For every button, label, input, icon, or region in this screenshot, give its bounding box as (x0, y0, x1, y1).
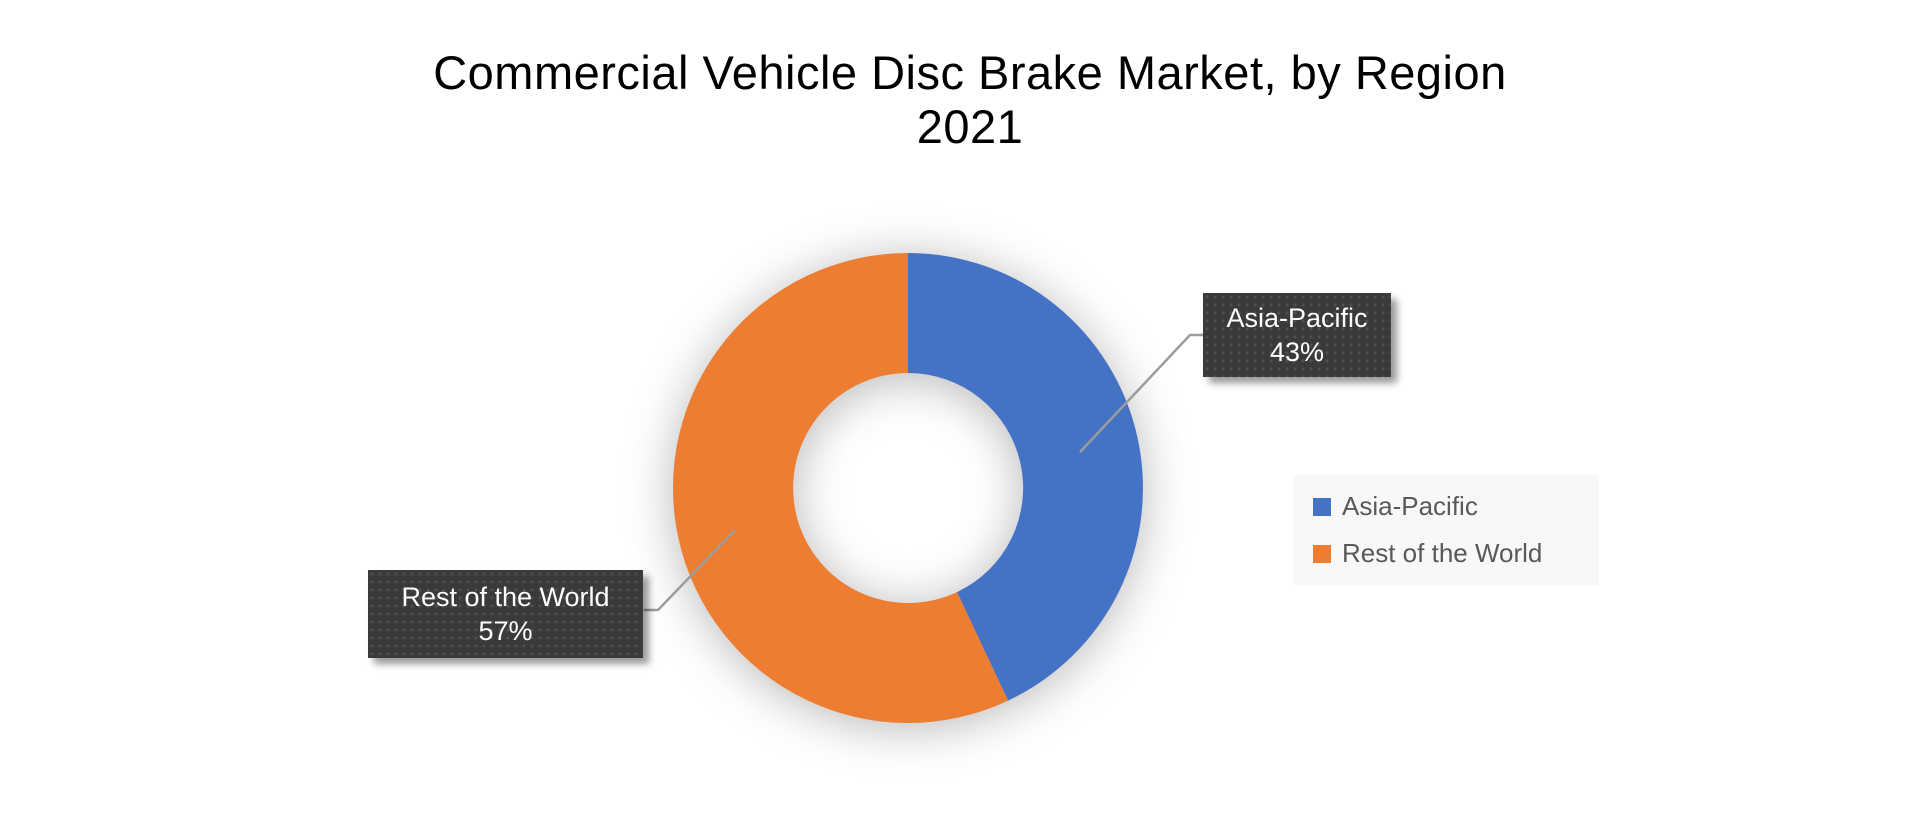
legend-swatch-rest-of-the-world (1313, 544, 1331, 563)
data-label-rest-of-the-world-value: 57% (478, 616, 533, 646)
legend-label-asia-pacific: Asia-Pacific (1342, 491, 1478, 521)
legend-item-rest-of-the-world: Rest of the World (1313, 538, 1599, 569)
data-label-asia-pacific-name: Asia-Pacific (1226, 303, 1368, 333)
donut-slices (672, 253, 1143, 723)
legend-label-rest-of-the-world: Rest of the World (1342, 538, 1543, 568)
donut-slice-asia-pacific (908, 253, 1143, 701)
chart-title: Commercial Vehicle Disc Brake Market, by… (20, 46, 1920, 154)
data-label-asia-pacific: Asia-Pacific 43% (1203, 293, 1391, 377)
data-label-asia-pacific-value: 43% (1269, 337, 1325, 367)
chart-title-line1: Commercial Vehicle Disc Brake Market, by… (433, 46, 1507, 99)
legend: Asia-Pacific Rest of the World (1293, 475, 1599, 585)
chart-title-line2: 2021 (916, 100, 1024, 153)
leader-line-rest-of-the-world (644, 529, 736, 612)
leader-line-asia-pacific (1079, 333, 1204, 453)
donut-slice-rest-of-the-world (672, 253, 1009, 723)
legend-swatch-asia-pacific (1313, 497, 1331, 516)
data-label-rest-of-the-world: Rest of the World 57% (368, 570, 643, 658)
legend-item-asia-pacific: Asia-Pacific (1313, 491, 1599, 522)
data-label-rest-of-the-world-name: Rest of the World (401, 582, 610, 612)
